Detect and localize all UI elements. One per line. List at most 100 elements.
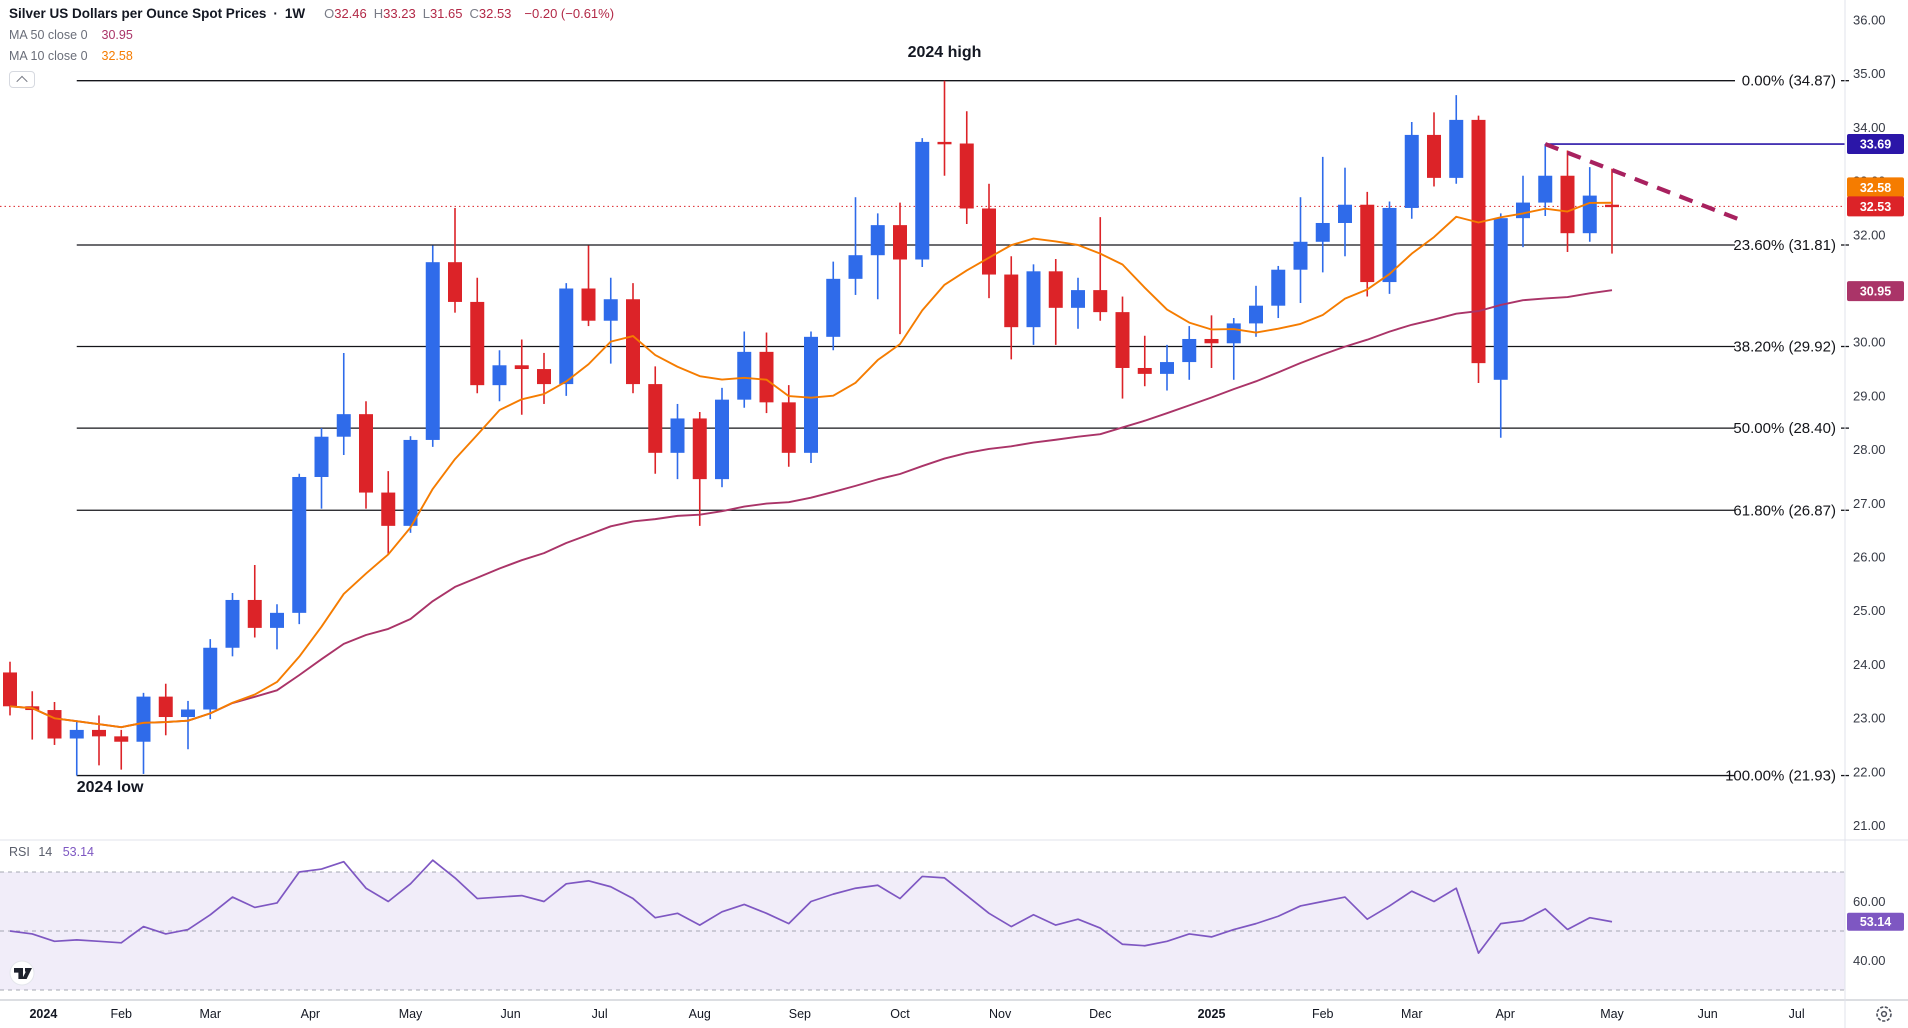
candle (136, 692, 151, 774)
candle (1249, 285, 1263, 337)
candle-body (1004, 274, 1019, 328)
candle-body (292, 476, 307, 613)
candle-body (1160, 362, 1174, 374)
candle (826, 261, 841, 351)
candle-body (470, 301, 485, 386)
candle (1315, 156, 1330, 273)
interval-label[interactable]: 1W (284, 6, 306, 21)
candle (225, 592, 240, 657)
candle-body (1560, 175, 1575, 234)
price-tick-label: 29.00 (1853, 388, 1886, 403)
candle (670, 403, 685, 480)
candle-body (1315, 222, 1330, 242)
candle (425, 245, 440, 447)
time-axis-label: 2024 (29, 1007, 57, 1021)
candle-body (92, 729, 106, 737)
open-value: 32.46 (334, 6, 367, 21)
candle-body (781, 402, 796, 453)
candle (1115, 296, 1130, 399)
candle (982, 183, 996, 299)
open-label: O (324, 6, 335, 21)
ma50-legend[interactable]: MA 50 close 0 30.95 (9, 28, 614, 42)
candle-body (959, 143, 974, 209)
candles-series (3, 80, 1619, 776)
candle-body (403, 439, 418, 526)
candle-body (69, 729, 84, 739)
candle-body (1204, 338, 1219, 344)
time-axis-label: Nov (989, 1007, 1012, 1021)
ma10-legend[interactable]: MA 10 close 0 32.58 (9, 49, 614, 63)
candle (937, 80, 952, 176)
candle-body (314, 436, 329, 477)
candle-body (448, 262, 462, 302)
candle (1560, 150, 1575, 252)
high-value: 33.23 (383, 6, 416, 21)
candle-body (626, 299, 640, 385)
tradingview-logo[interactable] (9, 960, 35, 986)
rsi-label: RSI (9, 845, 30, 859)
candle (203, 639, 218, 720)
candle-body (1093, 290, 1108, 313)
candle (737, 331, 752, 408)
ma50-label: MA 50 close 0 (9, 28, 88, 42)
candle (537, 352, 551, 404)
candle (1293, 197, 1308, 303)
candle (759, 332, 774, 414)
candle (1004, 256, 1019, 360)
price-tick-label: 26.00 (1853, 550, 1886, 565)
settings-gear-icon[interactable] (1876, 1006, 1892, 1022)
candle (1182, 326, 1197, 380)
candle-body (603, 299, 618, 321)
candle-body (581, 288, 596, 321)
price-badge-32.53: 32.53 (1847, 196, 1904, 217)
candle (1538, 144, 1553, 217)
price-tick-label: 36.00 (1853, 13, 1886, 28)
candle (247, 565, 262, 638)
rsi-line (9, 859, 1613, 954)
time-axis-label: Aug (689, 1007, 711, 1021)
candle-body (336, 414, 351, 437)
svg-text:53.14: 53.14 (1860, 915, 1891, 929)
candle-body (937, 141, 952, 145)
candle-body (1427, 134, 1441, 178)
svg-text:30.95: 30.95 (1860, 285, 1891, 299)
price-tick-label: 35.00 (1853, 66, 1886, 81)
candle (47, 701, 62, 745)
price-badge-33.69: 33.69 (1847, 134, 1904, 155)
symbol-title[interactable]: Silver US Dollars per Ounce Spot Prices (9, 6, 267, 21)
candle-body (359, 414, 373, 493)
svg-text:32.53: 32.53 (1860, 200, 1891, 214)
price-tick-label: 27.00 (1853, 496, 1886, 511)
candle (359, 401, 373, 509)
candle-body (759, 351, 774, 403)
time-axis-label: Apr (1495, 1007, 1514, 1021)
candle (1071, 277, 1085, 329)
legend-collapse-button[interactable] (9, 71, 35, 88)
low-value: 31.65 (429, 6, 463, 21)
time-axis-label: Dec (1089, 1007, 1111, 1021)
candle-body (47, 710, 62, 739)
candle-body (1338, 204, 1352, 223)
candle-body (1516, 202, 1530, 219)
candle-body (1226, 323, 1241, 344)
time-axis-label: Oct (890, 1007, 910, 1021)
rsi-period: 14 (38, 845, 53, 859)
candle (25, 691, 40, 740)
candle (181, 700, 195, 750)
candle (959, 111, 974, 225)
rsi-legend[interactable]: RSI 14 53.14 (9, 845, 94, 859)
candle-body (514, 365, 529, 370)
candle (603, 277, 618, 364)
time-axis[interactable]: 2024 Feb Mar Apr May Jun Jul Aug Sep Oct Nov Dec 202… (29, 1007, 1804, 1021)
fib-label: 61.80% (26.87) (1733, 502, 1836, 519)
fib-label: 38.20% (29.92) (1733, 338, 1836, 355)
candle-body (870, 225, 885, 256)
candle (270, 604, 284, 650)
candle (1382, 201, 1397, 294)
price-axis[interactable]: 36.0035.0034.0033.0032.0031.0030.0029.00… (1847, 13, 1904, 969)
legend-title-row: Silver US Dollars per Ounce Spot Prices … (9, 6, 614, 21)
candle (1471, 115, 1486, 384)
drawings[interactable] (1544, 142, 1845, 224)
ma50-value: 30.95 (101, 28, 133, 42)
